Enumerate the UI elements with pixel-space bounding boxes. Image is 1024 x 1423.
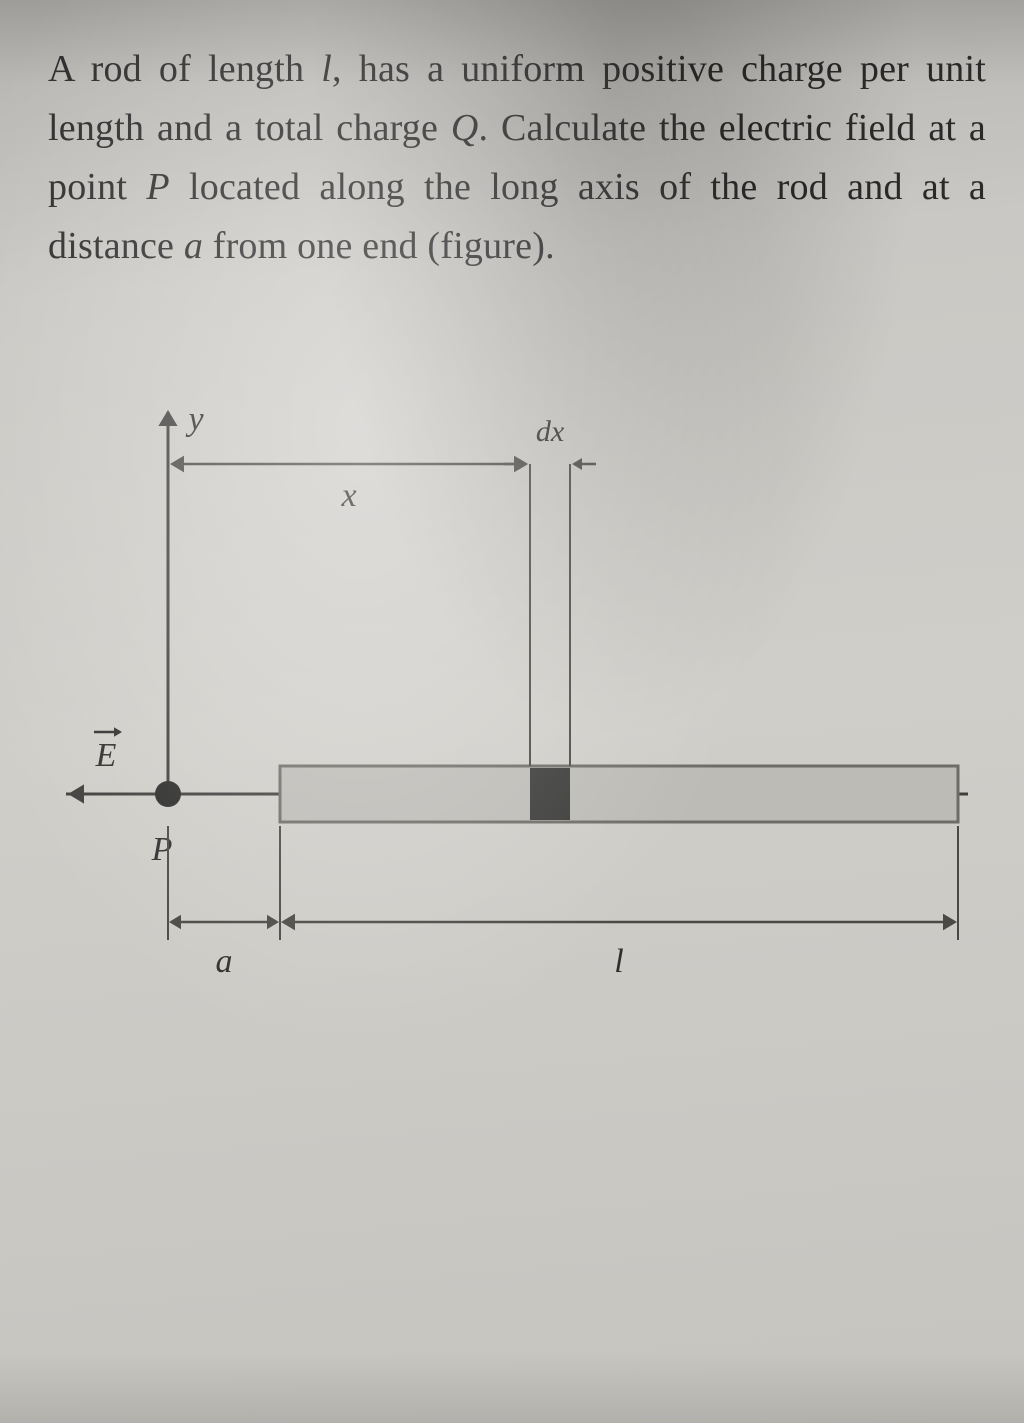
- text: and a total charge: [157, 107, 451, 149]
- text: from: [203, 225, 287, 267]
- var-Q: Q: [451, 107, 479, 149]
- text: A rod of length: [48, 48, 321, 90]
- figure: y E Px dx a l: [48, 314, 988, 1014]
- svg-text:P: P: [151, 830, 173, 867]
- text: one end (figure).: [297, 225, 555, 267]
- var-P: P: [146, 166, 169, 208]
- svg-text:E: E: [95, 736, 117, 773]
- svg-text:l: l: [614, 942, 623, 979]
- var-l: l: [321, 48, 332, 90]
- svg-text:a: a: [216, 942, 233, 979]
- svg-text:dx: dx: [536, 414, 565, 447]
- figure-svg: y E Px dx a l: [48, 314, 988, 1014]
- svg-text:x: x: [340, 476, 356, 513]
- svg-text:y: y: [185, 400, 204, 437]
- var-a: a: [184, 225, 203, 267]
- problem-statement: A rod of length l, has a uniform positiv…: [48, 40, 986, 276]
- page: A rod of length l, has a uniform positiv…: [0, 0, 1024, 1423]
